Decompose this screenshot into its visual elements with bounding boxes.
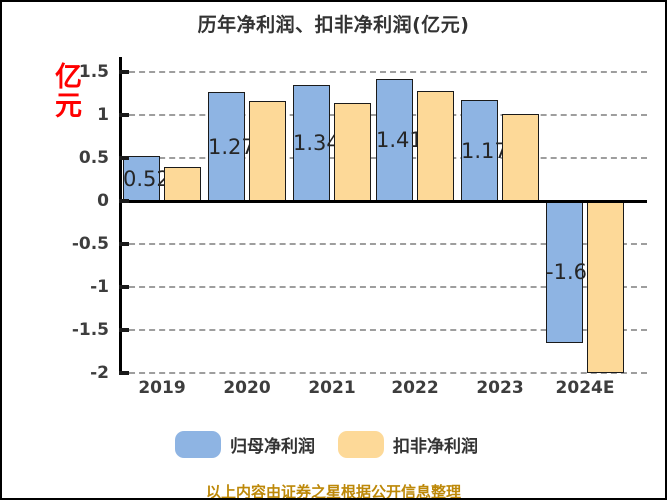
- y-tick-label: 0.5: [78, 148, 109, 168]
- bar-net-profit-2024E: [546, 201, 583, 343]
- y-axis-line: [119, 57, 122, 373]
- y-axis-tick: [119, 70, 129, 74]
- bar-deducted-2020: [249, 101, 286, 201]
- bar-deducted-2022: [417, 91, 454, 201]
- x-tick-label-2019: 2019: [138, 378, 186, 398]
- bar-value-label: -1.65: [546, 260, 601, 284]
- gridline: [119, 71, 647, 73]
- x-tick-label-2021: 2021: [308, 378, 356, 398]
- x-tick-label-2024E: 2024E: [555, 378, 615, 398]
- bar-net-profit-2020: [208, 92, 245, 201]
- chart-title: 历年净利润、扣非净利润(亿元): [197, 14, 470, 36]
- y-tick-label: 1.5: [78, 62, 109, 82]
- bar-value-label: 1.173: [461, 138, 522, 163]
- legend: 归母净利润 扣非净利润: [2, 431, 665, 458]
- zero-baseline: [119, 200, 647, 203]
- y-axis-tick: [119, 199, 129, 203]
- y-tick-label: -0.5: [71, 234, 109, 254]
- gridline: [119, 243, 647, 245]
- x-tick-label-2023: 2023: [476, 378, 524, 398]
- y-tick-label: -1.5: [71, 320, 109, 340]
- gridline: [119, 372, 647, 374]
- gridline: [119, 286, 647, 288]
- x-tick-label-2022: 2022: [391, 378, 439, 398]
- y-axis-tick: [119, 156, 129, 160]
- bar-value-label: 0.524: [123, 166, 184, 191]
- y-axis-tick: [119, 371, 129, 375]
- y-axis-tick: [119, 113, 129, 117]
- bar-value-label: 1.27: [208, 134, 255, 159]
- bar-value-label: 1.417: [376, 128, 437, 152]
- bar-net-profit-2023: [461, 100, 498, 201]
- y-tick-label: -1: [90, 277, 109, 297]
- bar-deducted-2024E: [587, 201, 624, 373]
- y-tick-label: -2: [90, 363, 109, 383]
- bar-value-label: 1.344: [293, 131, 354, 155]
- legend-swatch-deducted: [338, 431, 384, 458]
- y-axis-tick: [119, 242, 129, 246]
- y-tick-label: 1: [97, 105, 109, 125]
- y-axis-unit-label: 亿元: [50, 62, 81, 120]
- bar-deducted-2021: [334, 103, 371, 201]
- bar-deducted-2019: [164, 167, 201, 201]
- bar-net-profit-2022: [376, 79, 413, 201]
- legend-label-deducted: 扣非净利润: [393, 437, 478, 457]
- gridline: [119, 329, 647, 331]
- legend-label-net-profit: 归母净利润: [230, 437, 315, 457]
- y-axis-tick: [119, 328, 129, 332]
- bar-deducted-2023: [502, 114, 539, 201]
- y-tick-label: 0: [97, 191, 109, 211]
- x-tick-label-2020: 2020: [223, 378, 271, 398]
- bar-net-profit-2021: [293, 85, 330, 201]
- y-axis-tick: [119, 285, 129, 289]
- plot-area: 0.524 1.27 1.344 1.417 1.173 -1.65: [119, 57, 647, 375]
- legend-swatch-net-profit: [175, 431, 221, 458]
- source-caption: 以上内容由证券之星根据公开信息整理: [205, 483, 461, 500]
